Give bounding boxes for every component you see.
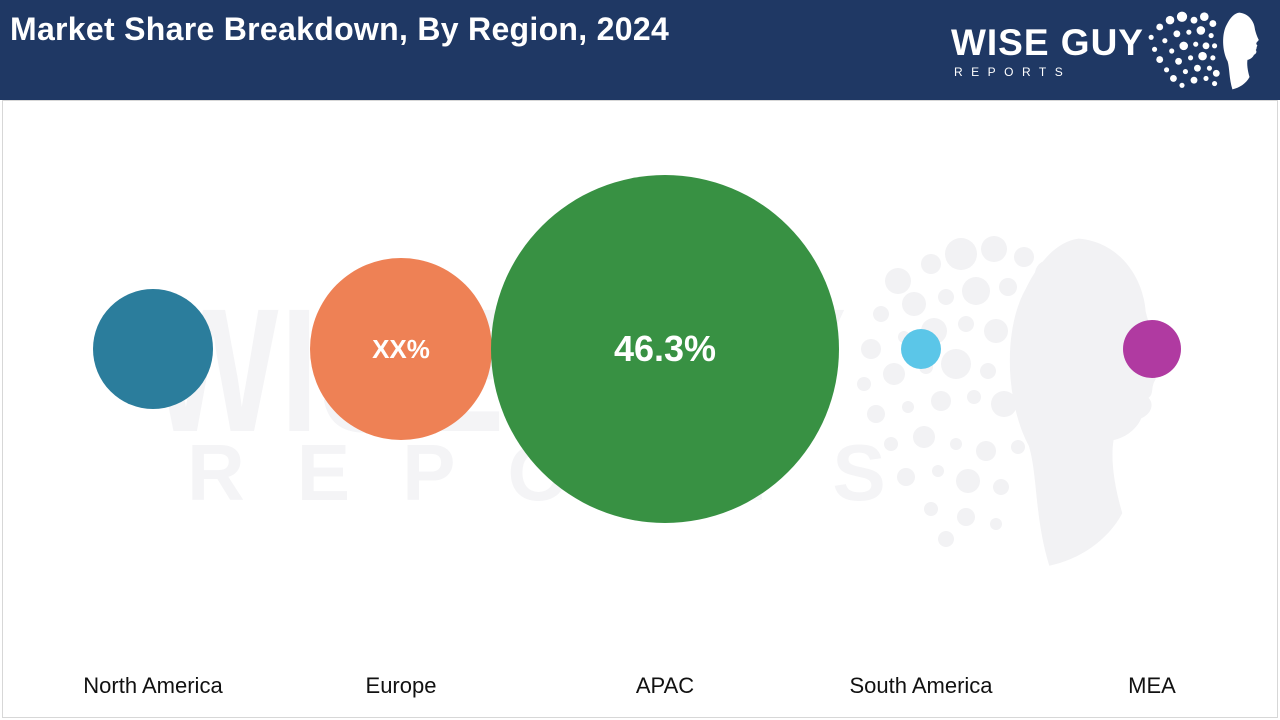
bubble-north-america <box>93 289 213 409</box>
bubble-mea <box>1123 320 1181 378</box>
logo-name: WISE GUY <box>950 21 1144 63</box>
category-label-mea: MEA <box>1128 673 1176 698</box>
logo-text: WISE GUY REPORTS <box>951 24 1144 79</box>
watermark-face-icon <box>857 236 1162 566</box>
wiseguy-face-icon <box>1148 11 1259 90</box>
logo-tagline: REPORTS <box>953 64 1072 79</box>
bubble-value-label: XX% <box>372 333 430 364</box>
chart-plot-area: WISE GUY REPORTS XX%46.3% North AmericaE… <box>2 100 1278 718</box>
category-label-north-america: North America <box>83 673 223 698</box>
header-bar: Market Share Breakdown, By Region, 2024 … <box>0 0 1280 100</box>
bubble-europe: XX% <box>310 258 492 440</box>
bubble-value-label: 46.3% <box>613 328 717 369</box>
bubble-apac: 46.3% <box>491 175 839 523</box>
category-label-south-america: South America <box>849 673 993 698</box>
category-label-europe: Europe <box>365 673 437 698</box>
bubble-south-america <box>901 329 941 369</box>
page-title: Market Share Breakdown, By Region, 2024 <box>10 11 670 47</box>
category-label-apac: APAC <box>635 673 695 698</box>
wiseguy-logo: WISE GUY REPORTS <box>951 6 1266 96</box>
